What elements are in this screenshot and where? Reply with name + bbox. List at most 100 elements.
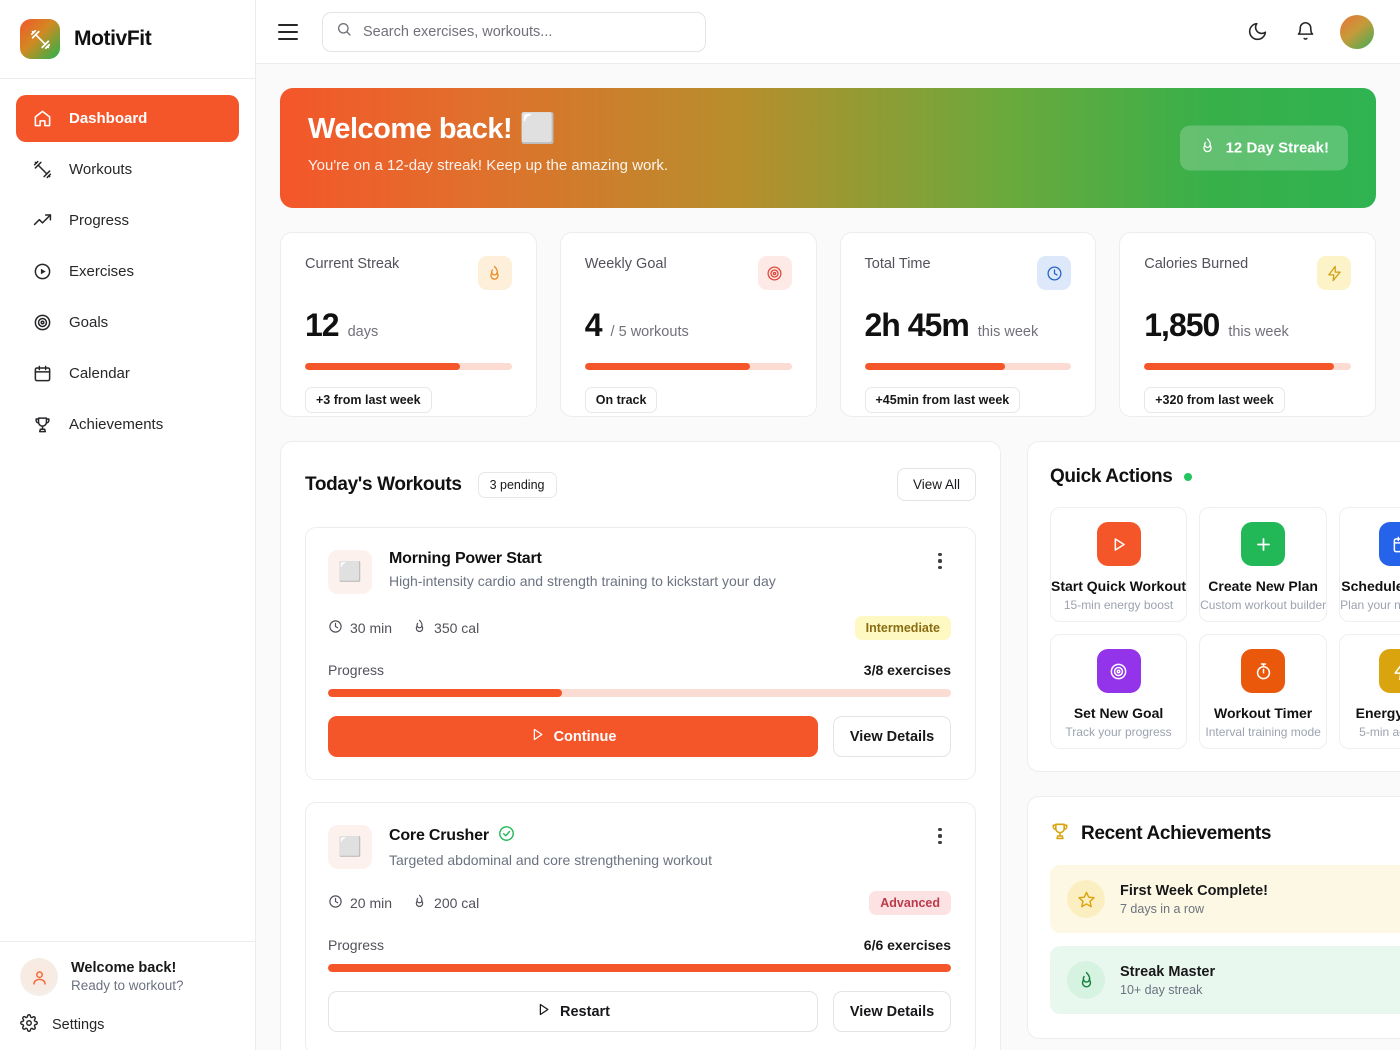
todays-workouts-panel: Today's Workouts 3 pending View All ⬜ Mo…	[280, 441, 1001, 1050]
stat-progress-bar	[584, 363, 792, 370]
quick-action-label: Schedule Session	[1341, 578, 1400, 594]
sidebar-item-label: Achievements	[69, 416, 164, 433]
quick-action-create-new-plan[interactable]: Create New Plan Custom workout builder	[1199, 507, 1328, 622]
quick-actions-grid: Start Quick Workout 15-min energy boost …	[1050, 507, 1400, 749]
workout-progress-bar	[328, 689, 951, 697]
search-box[interactable]	[322, 11, 706, 52]
achievement-item[interactable]: First Week Complete! 7 days in a row	[1050, 865, 1400, 933]
target-icon	[1096, 649, 1141, 693]
plus-icon	[1241, 522, 1286, 566]
sidebar-item-calendar[interactable]: Calendar	[16, 350, 239, 397]
achievement-item[interactable]: Streak Master 10+ day streak	[1050, 946, 1400, 1014]
brand-name: MotivFit	[74, 27, 152, 50]
stat-unit: this week	[977, 324, 1039, 340]
workout-thumbnail: ⬜	[328, 825, 372, 869]
sidebar-item-exercises[interactable]: Exercises	[16, 248, 239, 295]
bolt-icon	[1317, 256, 1351, 290]
sidebar-item-label: Calendar	[69, 365, 130, 382]
sidebar-item-dashboard[interactable]: Dashboard	[16, 95, 239, 142]
sidebar-user[interactable]: Welcome back! Ready to workout?	[20, 958, 235, 996]
continue-button[interactable]: Continue	[328, 716, 818, 757]
stat-chip: +45min from last week	[864, 387, 1021, 413]
quick-action-label: Energy Boost	[1355, 705, 1400, 721]
page-title: Welcome back! ⬜	[308, 113, 556, 145]
flame-icon	[1199, 138, 1216, 159]
star-icon	[1067, 880, 1105, 918]
view-details-button[interactable]: View Details	[833, 991, 951, 1032]
quick-action-set-new-goal[interactable]: Set New Goal Track your progress	[1050, 634, 1188, 749]
achievement-sub: 10+ day streak	[1120, 982, 1203, 997]
dashboard-columns: Today's Workouts 3 pending View All ⬜ Mo…	[280, 441, 1400, 1050]
sidebar-item-settings[interactable]: Settings	[20, 1014, 235, 1036]
stat-value: 2h 45m	[864, 307, 970, 343]
quick-action-label: Workout Timer	[1213, 705, 1313, 721]
workout-description: Targeted abdominal and core strengthenin…	[389, 852, 712, 868]
quick-action-start-quick-workout[interactable]: Start Quick Workout 15-min energy boost	[1050, 507, 1188, 622]
avatar[interactable]	[1340, 14, 1374, 49]
trophy-icon	[1050, 821, 1070, 846]
trophy-icon	[32, 414, 53, 435]
stat-unit: / 5 workouts	[610, 324, 689, 340]
workout-calories-label: 200 cal	[434, 895, 480, 911]
main-content: Welcome back! ⬜ You're on a 12-day strea…	[256, 64, 1400, 1050]
quick-action-sub: 5-min activation	[1359, 725, 1400, 739]
stat-value: 1,850	[1144, 307, 1220, 343]
sidebar-item-achievements[interactable]: Achievements	[16, 401, 239, 448]
sidebar-item-goals[interactable]: Goals	[16, 299, 239, 346]
user-icon	[20, 958, 58, 996]
flame-icon	[1067, 961, 1105, 999]
target-icon	[757, 256, 792, 290]
topbar	[256, 0, 1400, 64]
bolt-icon	[1379, 649, 1400, 693]
continue-button-label: Continue	[553, 728, 617, 745]
target-icon	[32, 312, 53, 333]
view-details-button[interactable]: View Details	[833, 716, 951, 757]
sidebar-nav: Dashboard Workouts Progress	[0, 79, 255, 448]
restart-button[interactable]: Restart	[328, 991, 818, 1032]
quick-action-schedule-session[interactable]: Schedule Session Plan your next workout	[1339, 507, 1400, 622]
search-icon	[336, 21, 352, 42]
stat-chip: +3 from last week	[305, 387, 432, 413]
progress-count: 6/6 exercises	[863, 937, 951, 953]
restart-button-label: Restart	[560, 1003, 610, 1020]
workout-menu-icon[interactable]	[929, 550, 951, 572]
flame-icon	[477, 256, 512, 290]
view-all-button[interactable]: View All	[896, 468, 976, 501]
moon-icon[interactable]	[1244, 19, 1270, 45]
sidebar: MotivFit Dashboard Workouts	[0, 0, 256, 1050]
workout-duration-label: 30 min	[350, 620, 393, 636]
recent-achievements-panel: Recent Achievements First Week Complete!…	[1027, 796, 1400, 1039]
streak-badge[interactable]: 12 Day Streak!	[1179, 125, 1348, 171]
sidebar-item-progress[interactable]: Progress	[16, 197, 239, 244]
workout-menu-icon[interactable]	[929, 825, 951, 847]
search-input[interactable]	[363, 23, 692, 40]
play-icon	[536, 1002, 551, 1021]
pending-badge: 3 pending	[477, 471, 557, 498]
completed-check-icon	[498, 825, 515, 847]
stat-card-weekly-goal: Weekly Goal 4 / 5 workouts On track	[559, 232, 817, 417]
quick-action-workout-timer[interactable]: Workout Timer Interval training mode	[1199, 634, 1328, 749]
sidebar-item-workouts[interactable]: Workouts	[16, 146, 239, 193]
bell-icon[interactable]	[1292, 19, 1318, 45]
stat-title: Total Time	[864, 256, 931, 272]
topbar-actions	[1244, 14, 1374, 49]
stat-title: Calories Burned	[1144, 256, 1249, 272]
workout-progress-bar	[328, 964, 951, 972]
status-dot	[1183, 473, 1192, 481]
achievement-title: Streak Master	[1120, 963, 1216, 980]
progress-label: Progress	[328, 662, 385, 678]
hamburger-icon[interactable]	[278, 19, 304, 45]
stat-card-total-time: Total Time 2h 45m this week +45min from …	[839, 232, 1097, 417]
stat-unit: days	[347, 324, 379, 340]
workout-card: ⬜ Morning Power Start High-intensity car…	[305, 527, 976, 780]
workout-duration-label: 20 min	[350, 895, 393, 911]
quick-action-label: Set New Goal	[1073, 705, 1164, 721]
stat-unit: this week	[1228, 324, 1289, 340]
sidebar-footer: Welcome back! Ready to workout? Settings	[0, 941, 255, 1050]
content-area: Welcome back! ⬜ You're on a 12-day strea…	[256, 0, 1400, 1050]
workout-name: Morning Power Start	[389, 550, 542, 567]
stat-value: 4	[584, 307, 603, 343]
quick-action-energy-boost[interactable]: Energy Boost 5-min activation	[1339, 634, 1400, 749]
quick-action-sub: Plan your next workout	[1340, 598, 1400, 612]
